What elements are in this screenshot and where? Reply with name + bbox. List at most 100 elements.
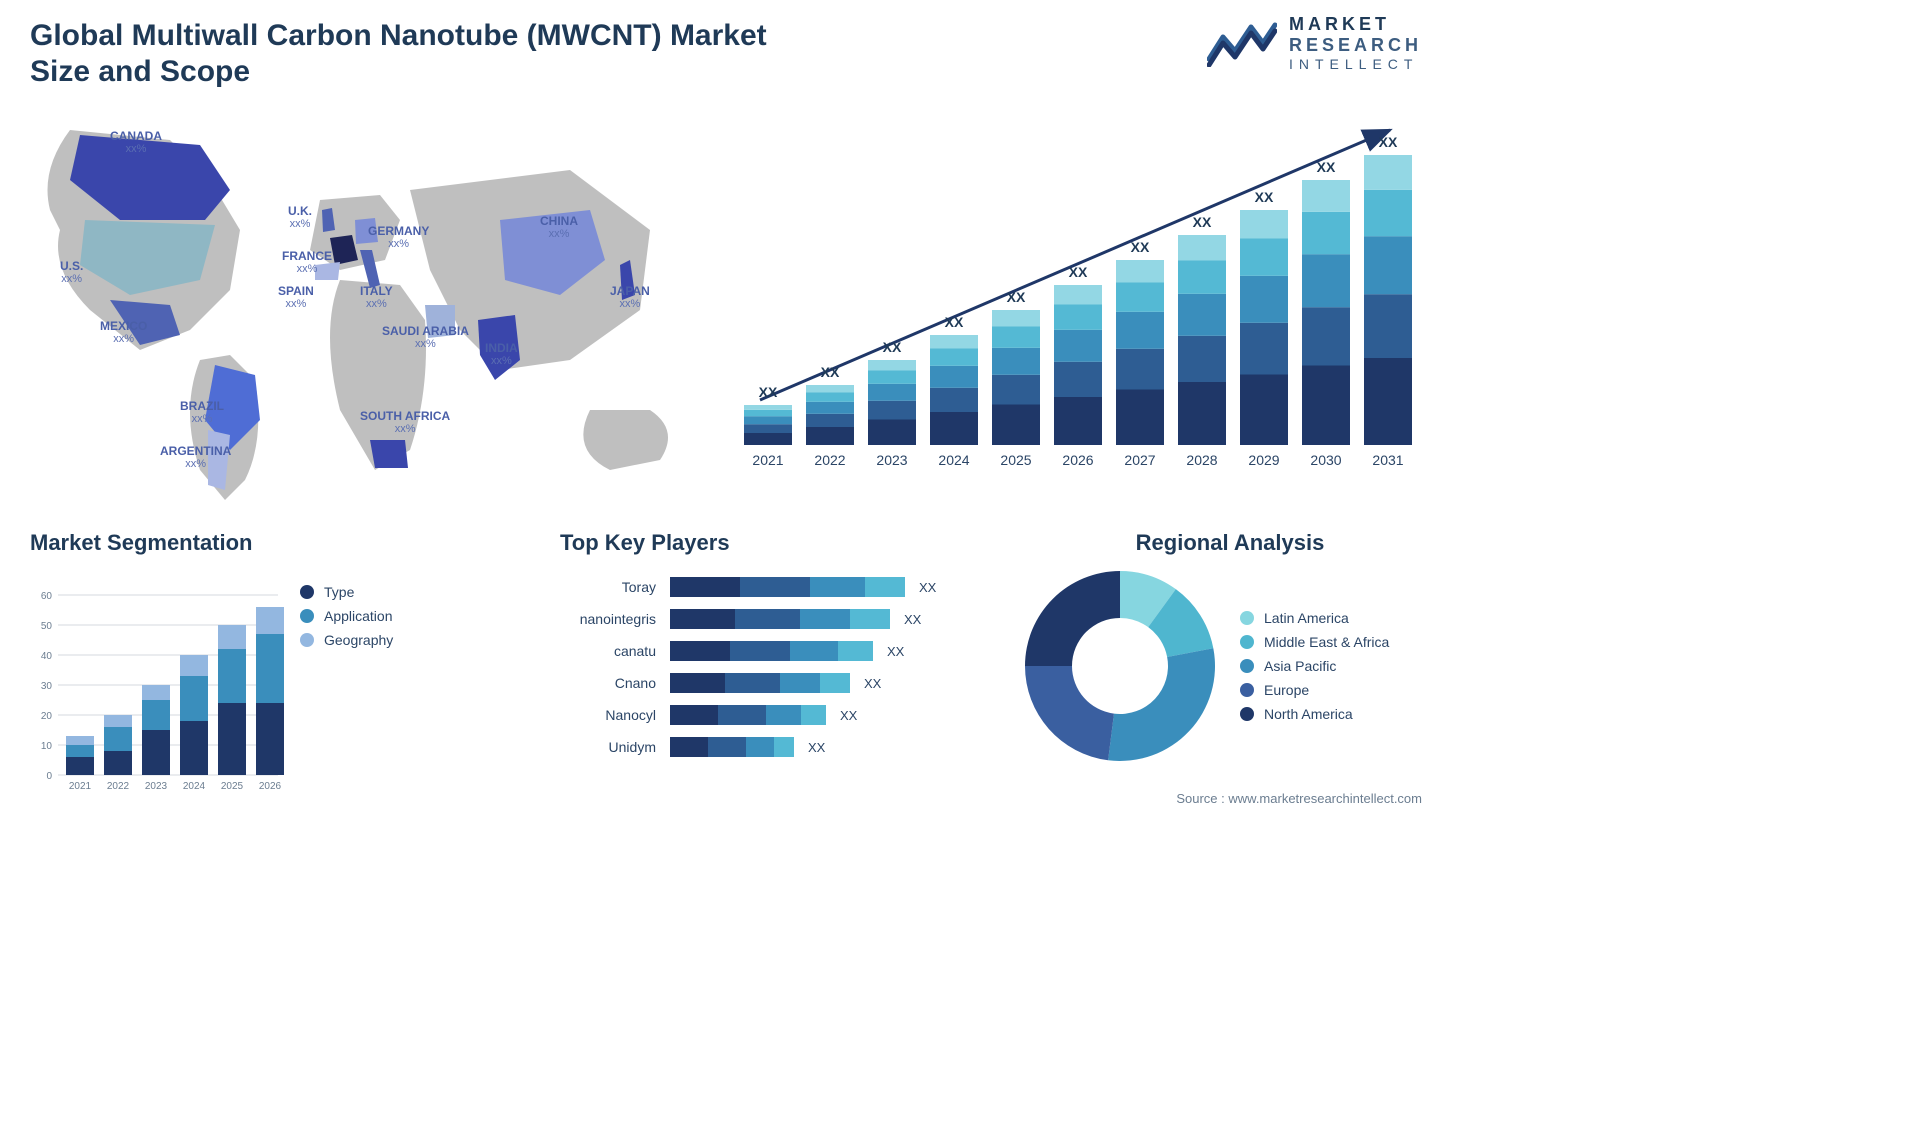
segmentation-legend-item: Application <box>300 608 393 624</box>
player-name: nanointegris <box>560 611 670 627</box>
market-size-chart-svg: XX 2021 XX 2022 XX 2023 XX 2024 XX 2025 XX 2026 XX 20… <box>740 110 1420 480</box>
svg-text:XX: XX <box>759 384 778 400</box>
map-label-china: CHINAxx% <box>540 215 578 240</box>
svg-text:10: 10 <box>41 741 53 752</box>
player-value: XX <box>919 580 936 595</box>
map-label-south-africa: SOUTH AFRICAxx% <box>360 410 450 435</box>
map-label-mexico: MEXICOxx% <box>100 320 147 345</box>
player-value: XX <box>864 676 881 691</box>
logo-text-2: RESEARCH <box>1289 35 1422 56</box>
world-map: CANADAxx% U.S.xx% MEXICOxx% BRAZILxx% ARGENT… <box>30 110 710 510</box>
svg-text:2024: 2024 <box>938 452 969 468</box>
page-title: Global Multiwall Carbon Nanotube (MWCNT)… <box>30 18 790 90</box>
svg-text:XX: XX <box>821 364 840 380</box>
map-label-spain: SPAINxx% <box>278 285 314 310</box>
svg-text:2029: 2029 <box>1248 452 1279 468</box>
player-name: Nanocyl <box>560 707 670 723</box>
player-bar <box>670 705 826 725</box>
svg-text:XX: XX <box>1379 134 1398 150</box>
svg-text:XX: XX <box>1131 239 1150 255</box>
segmentation-chart: 0 10 20 30 40 50 60 2021 2022 2023 2024 2025 2026 <box>30 570 290 800</box>
player-bar <box>670 673 850 693</box>
svg-text:0: 0 <box>46 771 52 782</box>
svg-text:40: 40 <box>41 651 53 662</box>
regional-legend-item: Latin America <box>1240 610 1389 626</box>
brand-logo: MARKET RESEARCH INTELLECT <box>1207 14 1422 72</box>
svg-text:XX: XX <box>1069 264 1088 280</box>
svg-text:2023: 2023 <box>876 452 907 468</box>
svg-text:2021: 2021 <box>752 452 783 468</box>
map-label-u-k-: U.K.xx% <box>288 205 312 230</box>
svg-text:2024: 2024 <box>183 781 206 792</box>
map-label-saudi-arabia: SAUDI ARABIAxx% <box>382 325 469 350</box>
svg-text:XX: XX <box>883 339 902 355</box>
svg-text:2022: 2022 <box>814 452 845 468</box>
player-bar <box>670 737 794 757</box>
svg-text:2025: 2025 <box>221 781 244 792</box>
regional-legend-item: Europe <box>1240 682 1389 698</box>
player-row: Toray XX <box>560 574 990 600</box>
svg-text:2031: 2031 <box>1372 452 1403 468</box>
map-label-u-s-: U.S.xx% <box>60 260 83 285</box>
svg-text:2021: 2021 <box>69 781 92 792</box>
svg-text:2027: 2027 <box>1124 452 1155 468</box>
map-label-italy: ITALYxx% <box>360 285 393 310</box>
player-name: canatu <box>560 643 670 659</box>
player-row: canatu XX <box>560 638 990 664</box>
players-chart: TorayXXnanointegrisXXcanatuXXCnanoXXNano… <box>560 574 990 760</box>
regional-title: Regional Analysis <box>1020 530 1440 556</box>
regional-legend-item: North America <box>1240 706 1389 722</box>
map-label-germany: GERMANYxx% <box>368 225 429 250</box>
market-size-chart: XX 2021 XX 2022 XX 2023 XX 2024 XX 2025 XX 2026 XX 20… <box>740 110 1420 480</box>
map-label-france: FRANCExx% <box>282 250 332 275</box>
svg-text:XX: XX <box>1255 189 1274 205</box>
regional-legend: Latin America Middle East & Africa Asia Pa… <box>1240 602 1389 730</box>
svg-text:XX: XX <box>1007 289 1026 305</box>
svg-text:XX: XX <box>1317 159 1336 175</box>
player-name: Unidym <box>560 739 670 755</box>
svg-text:2028: 2028 <box>1186 452 1217 468</box>
player-name: Toray <box>560 579 670 595</box>
svg-text:XX: XX <box>945 314 964 330</box>
regional-section: Regional Analysis Latin America Middle Ea… <box>1020 530 1440 766</box>
svg-text:30: 30 <box>41 681 53 692</box>
logo-text-1: MARKET <box>1289 14 1422 35</box>
svg-text:50: 50 <box>41 621 53 632</box>
player-value: XX <box>904 612 921 627</box>
segmentation-legend-item: Type <box>300 584 393 600</box>
players-section: Top Key Players TorayXXnanointegrisXXcan… <box>560 530 990 766</box>
player-row: nanointegris XX <box>560 606 990 632</box>
logo-text-3: INTELLECT <box>1289 56 1422 72</box>
map-label-india: INDIAxx% <box>485 342 518 367</box>
svg-text:2025: 2025 <box>1000 452 1031 468</box>
regional-donut <box>1020 566 1220 766</box>
player-value: XX <box>840 708 857 723</box>
segmentation-section: Market Segmentation 0 10 20 30 40 50 60 2021 202… <box>30 530 460 800</box>
segmentation-legend-item: Geography <box>300 632 393 648</box>
players-title: Top Key Players <box>560 530 990 556</box>
player-row: Cnano XX <box>560 670 990 696</box>
segmentation-legend: Type Application Geography <box>300 576 393 656</box>
regional-legend-item: Asia Pacific <box>1240 658 1389 674</box>
svg-text:2026: 2026 <box>1062 452 1093 468</box>
segmentation-title: Market Segmentation <box>30 530 460 556</box>
player-value: XX <box>808 740 825 755</box>
player-name: Cnano <box>560 675 670 691</box>
regional-legend-item: Middle East & Africa <box>1240 634 1389 650</box>
player-row: Nanocyl XX <box>560 702 990 728</box>
svg-text:2022: 2022 <box>107 781 130 792</box>
map-label-brazil: BRAZILxx% <box>180 400 224 425</box>
source-text: Source : www.marketresearchintellect.com <box>1176 791 1422 806</box>
map-label-canada: CANADAxx% <box>110 130 162 155</box>
player-bar <box>670 609 890 629</box>
svg-text:2026: 2026 <box>259 781 282 792</box>
svg-text:2030: 2030 <box>1310 452 1341 468</box>
player-bar <box>670 641 873 661</box>
map-label-argentina: ARGENTINAxx% <box>160 445 231 470</box>
map-label-japan: JAPANxx% <box>610 285 650 310</box>
svg-text:60: 60 <box>41 591 53 602</box>
logo-icon <box>1207 19 1277 67</box>
player-value: XX <box>887 644 904 659</box>
svg-text:20: 20 <box>41 711 53 722</box>
svg-text:2023: 2023 <box>145 781 168 792</box>
